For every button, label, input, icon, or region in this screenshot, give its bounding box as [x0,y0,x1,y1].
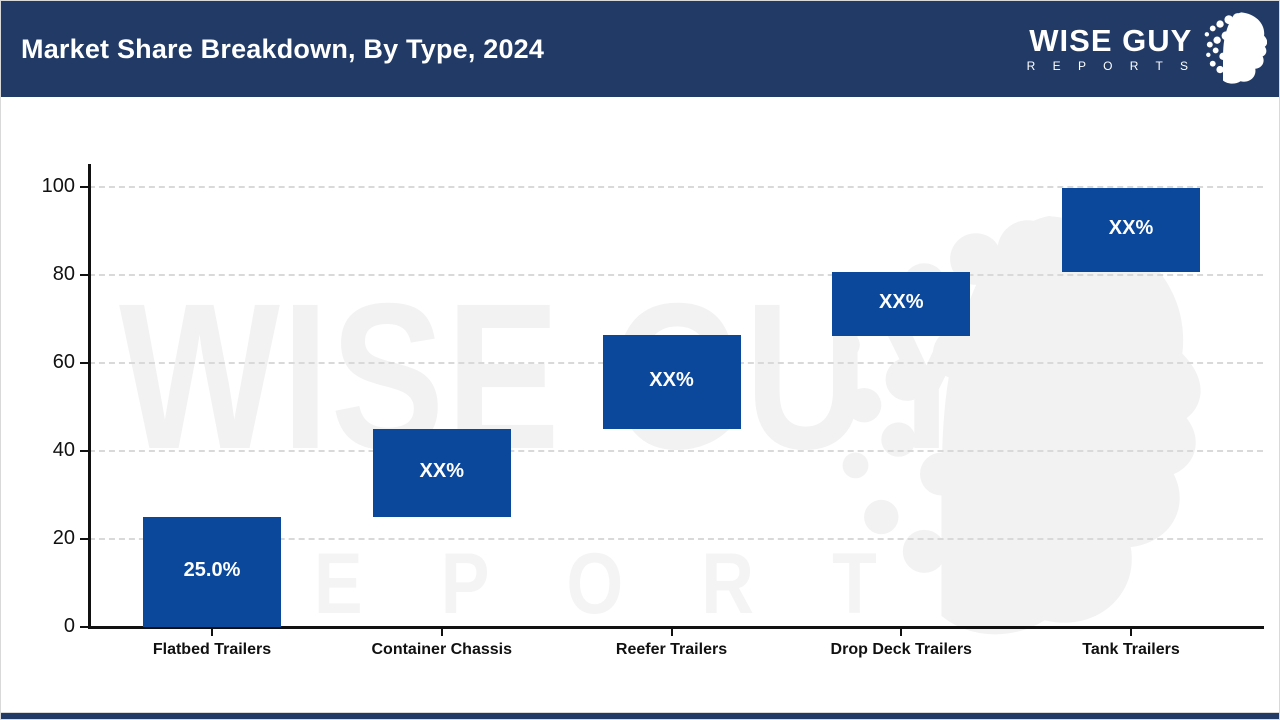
brand-name: WISE GUY [1029,23,1193,58]
wise-guy-head-icon [1204,12,1267,84]
x-axis-tick [211,628,213,636]
y-axis-tick [80,274,88,276]
x-axis-line [88,626,1264,629]
y-axis-line [88,164,91,629]
y-axis-tick-label: 0 [63,615,75,637]
y-axis-tick [80,626,88,628]
y-axis-tick-label: 100 [41,175,75,197]
bar-value-label: XX% [419,460,464,482]
bar-tank-trailers [1062,187,1200,273]
gridline [89,450,1263,452]
bar-drop-deck-trailers [832,272,971,336]
brand-logo: WISE GUY R E P O R T S [1027,12,1267,86]
bar-flatbed-trailers [143,517,281,627]
x-axis-category-label: Reefer Trailers [615,641,728,658]
x-axis-tick [440,628,443,636]
x-axis-tick [900,628,903,636]
y-axis-tick-label: 60 [52,351,75,373]
y-axis-tick [80,450,88,452]
brand-wordmark: WISE GUY R E P O R T S [1027,25,1195,73]
header-band: Market Share Breakdown, By Type, 2024 WI… [1,1,1279,97]
bar-reefer-trailers [602,334,741,429]
y-axis-tick-label: 80 [52,263,75,285]
x-axis-category-label: Flatbed Trailers [152,641,272,658]
y-axis-tick [80,186,88,188]
gridline [89,538,1263,540]
brand-subtitle: R E P O R T S [1026,59,1195,73]
x-axis-category-label: Container Chassis [371,641,512,658]
gridline [89,274,1263,276]
x-axis-category-label: Drop Deck Trailers [830,641,972,658]
x-axis-category-label: Tank Trailers [1082,641,1180,658]
y-axis-tick-label: 20 [52,527,75,549]
y-axis-tick [80,362,88,364]
gridline [89,186,1263,188]
bar-container-chassis [372,429,511,517]
bar-value-label: XX% [879,291,924,314]
bar-value-label: XX% [1108,217,1154,240]
bar-value-label: 25.0% [183,559,241,581]
x-axis-tick [1130,628,1132,636]
y-axis-tick-label: 40 [52,439,75,461]
x-axis-tick [670,628,673,636]
y-axis-tick [80,538,88,540]
page-title: Market Share Breakdown, By Type, 2024 [21,33,545,64]
footer-band [1,713,1279,719]
footer-divider [1,712,1279,713]
bar-value-label: XX% [649,368,694,391]
